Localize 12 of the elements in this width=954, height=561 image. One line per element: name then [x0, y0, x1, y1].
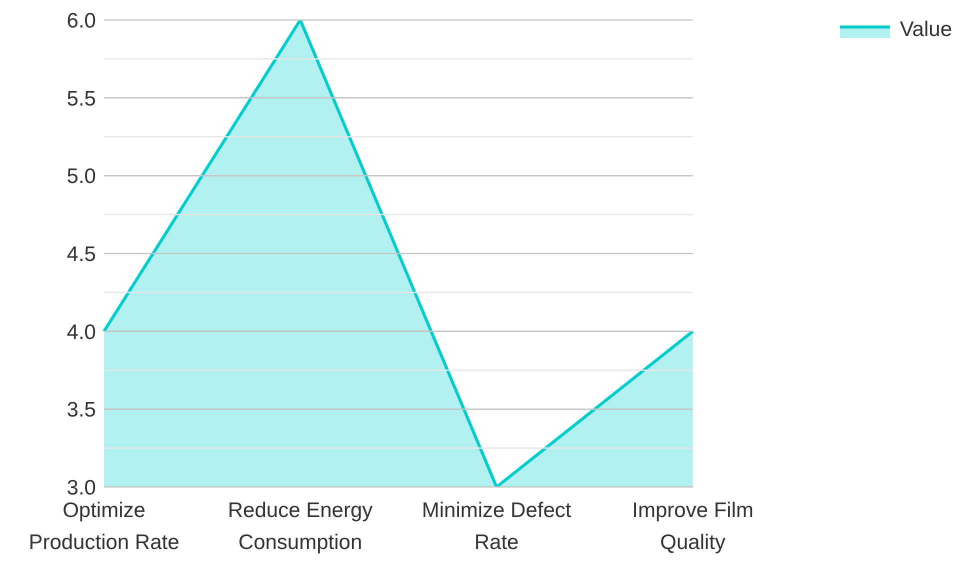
x-tick-label: Improve Film Quality — [632, 499, 754, 554]
y-tick-label: 3.5 — [66, 398, 96, 422]
x-tick-label: Reduce Energy Consumption — [228, 499, 374, 554]
x-tick-label: Minimize Defect Rate — [422, 499, 572, 554]
y-tick-label: 3.0 — [66, 476, 96, 500]
legend-label: Value — [900, 18, 952, 42]
y-tick-label: 4.0 — [66, 320, 96, 344]
x-tick-label: Optimize Production Rate — [28, 499, 180, 554]
y-tick-label: 5.5 — [66, 87, 96, 110]
y-tick-label: 6.0 — [66, 9, 96, 32]
y-tick-label: 4.5 — [66, 242, 96, 266]
y-tick-label: 5.0 — [66, 165, 96, 188]
